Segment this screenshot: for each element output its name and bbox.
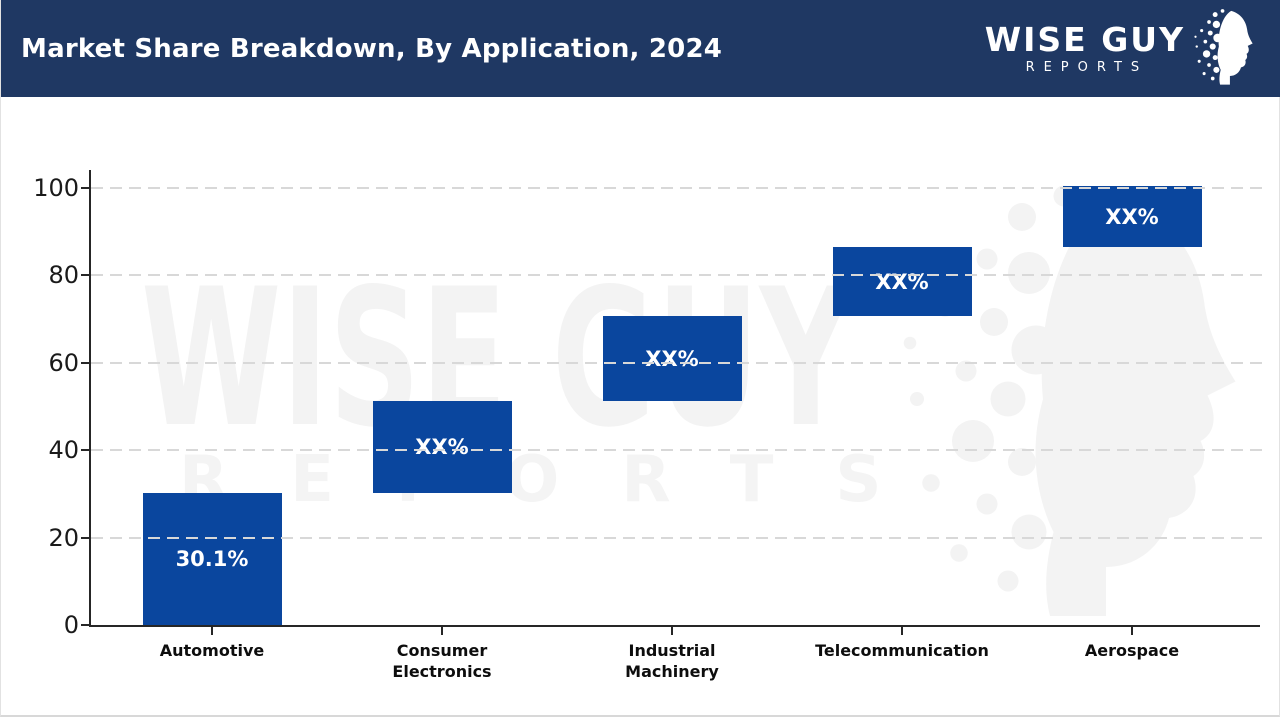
bar-value-label: XX% (415, 435, 469, 460)
gridline (91, 361, 1264, 364)
watermark-face-icon (903, 185, 1236, 616)
y-tick-mark (81, 536, 89, 539)
category-label: Aerospace (1084, 641, 1180, 660)
bar-value-label: XX% (645, 346, 699, 371)
gridline (91, 186, 1264, 189)
chart-title: Market Share Breakdown, By Application, … (21, 33, 723, 64)
y-tick-mark (81, 361, 89, 364)
bar-value-label: XX% (875, 269, 929, 294)
logo-text: WISE GUY REPORTS (985, 23, 1185, 74)
y-tick-mark (81, 624, 89, 626)
logo-subtitle: REPORTS (1025, 60, 1149, 75)
y-tick-label: 20 (48, 523, 79, 552)
y-tick-label: 80 (48, 261, 79, 289)
bar-value-label: XX% (1105, 204, 1159, 229)
x-tick-mark (441, 627, 443, 635)
y-tick-mark (81, 449, 89, 451)
gridline (91, 274, 1264, 276)
category-label: Automotive (159, 641, 265, 660)
x-tick-mark (211, 627, 213, 635)
x-tick-mark (901, 627, 903, 635)
category-label: Telecommunication (815, 641, 989, 660)
logo-wordmark: WISE GUY (984, 20, 1185, 59)
y-tick-label: 100 (33, 173, 79, 202)
bar: 30.1% (142, 493, 282, 625)
y-tick-label: 40 (48, 436, 79, 464)
bar: XX% (602, 316, 742, 401)
bar-value-label: 30.1% (175, 547, 249, 572)
category-label: Consumer Electronics (392, 641, 492, 681)
header-bar: Market Share Breakdown, By Application, … (1, 0, 1280, 97)
y-tick-label: 60 (48, 348, 79, 377)
x-tick-mark (671, 627, 673, 635)
gridline (91, 536, 1264, 539)
y-tick-mark (81, 274, 89, 276)
x-tick-mark (1131, 627, 1133, 635)
bar: XX% (1062, 186, 1202, 247)
bar: XX% (372, 401, 512, 494)
bar: XX% (832, 247, 972, 317)
x-axis-line (89, 625, 1260, 627)
y-axis-line (89, 170, 91, 627)
gridline (91, 449, 1264, 451)
wise-guy-reports-logo: WISE GUY REPORTS (985, 6, 1263, 92)
watermark-subtitle: REPORTS (179, 443, 944, 517)
y-tick-label: 0 (63, 611, 79, 639)
y-tick-mark (81, 186, 89, 189)
category-label: Industrial Machinery (625, 641, 719, 681)
logo-face-icon (1194, 8, 1253, 85)
